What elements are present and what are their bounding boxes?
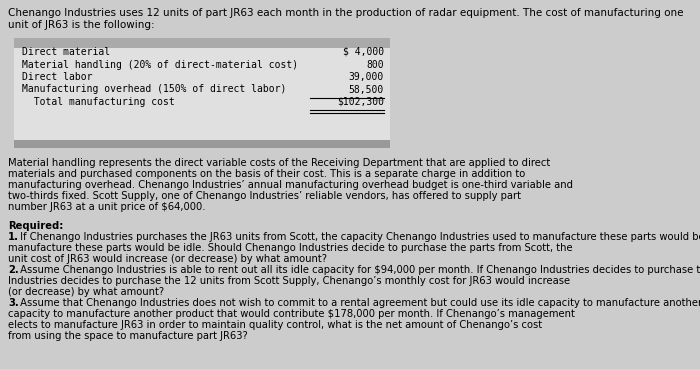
Text: (or decrease) by what amount?: (or decrease) by what amount? (8, 287, 164, 297)
Text: $102,300: $102,300 (337, 97, 384, 107)
Text: $ 4,000: $ 4,000 (343, 47, 384, 57)
Text: manufacturing overhead. Chenango Industries’ annual manufacturing overhead budge: manufacturing overhead. Chenango Industr… (8, 180, 573, 190)
Bar (14, 38, 390, 48)
Text: Direct material: Direct material (22, 47, 110, 57)
Text: unit cost of JR63 would increase (or decrease) by what amount?: unit cost of JR63 would increase (or dec… (8, 254, 327, 264)
Text: Required:: Required: (8, 221, 64, 231)
Text: 58,500: 58,500 (349, 85, 384, 94)
Text: manufacture these parts would be idle. Should Chenango Industries decide to purc: manufacture these parts would be idle. S… (8, 243, 573, 253)
Text: Total manufacturing cost: Total manufacturing cost (22, 97, 175, 107)
Text: two-thirds fixed. Scott Supply, one of Chenango Industries’ reliable vendors, ha: two-thirds fixed. Scott Supply, one of C… (8, 191, 521, 201)
Text: Assume Chenango Industries is able to rent out all its idle capacity for $94,000: Assume Chenango Industries is able to re… (17, 265, 700, 275)
Text: materials and purchased components on the basis of their cost. This is a separat: materials and purchased components on th… (8, 169, 525, 179)
Bar (14, 38, 390, 148)
Text: unit of JR63 is the following:: unit of JR63 is the following: (8, 20, 155, 30)
Text: number JR63 at a unit price of $64,000.: number JR63 at a unit price of $64,000. (8, 202, 206, 212)
Text: capacity to manufacture another product that would contribute $178,000 per month: capacity to manufacture another product … (8, 309, 575, 319)
Text: Manufacturing overhead (150% of direct labor): Manufacturing overhead (150% of direct l… (22, 85, 286, 94)
Text: Material handling represents the direct variable costs of the Receiving Departme: Material handling represents the direct … (8, 158, 550, 168)
Text: Chenango Industries uses 12 units of part JR63 each month in the production of r: Chenango Industries uses 12 units of par… (8, 8, 683, 18)
Text: from using the space to manufacture part JR63?: from using the space to manufacture part… (8, 331, 248, 341)
Text: 800: 800 (366, 59, 384, 69)
Text: Direct labor: Direct labor (22, 72, 92, 82)
Text: Material handling (20% of direct-material cost): Material handling (20% of direct-materia… (22, 59, 298, 69)
Text: 39,000: 39,000 (349, 72, 384, 82)
Bar (14, 140, 390, 148)
Text: elects to manufacture JR63 in order to maintain quality control, what is the net: elects to manufacture JR63 in order to m… (8, 320, 542, 330)
Text: 3.: 3. (8, 298, 19, 308)
Text: If Chenango Industries purchases the JR63 units from Scott, the capacity Chenang: If Chenango Industries purchases the JR6… (17, 232, 700, 242)
Text: Industries decides to purchase the 12 units from Scott Supply, Chenango’s monthl: Industries decides to purchase the 12 un… (8, 276, 570, 286)
Text: 1.: 1. (8, 232, 19, 242)
Text: 2.: 2. (8, 265, 19, 275)
Text: Assume that Chenango Industries does not wish to commit to a rental agreement bu: Assume that Chenango Industries does not… (17, 298, 700, 308)
